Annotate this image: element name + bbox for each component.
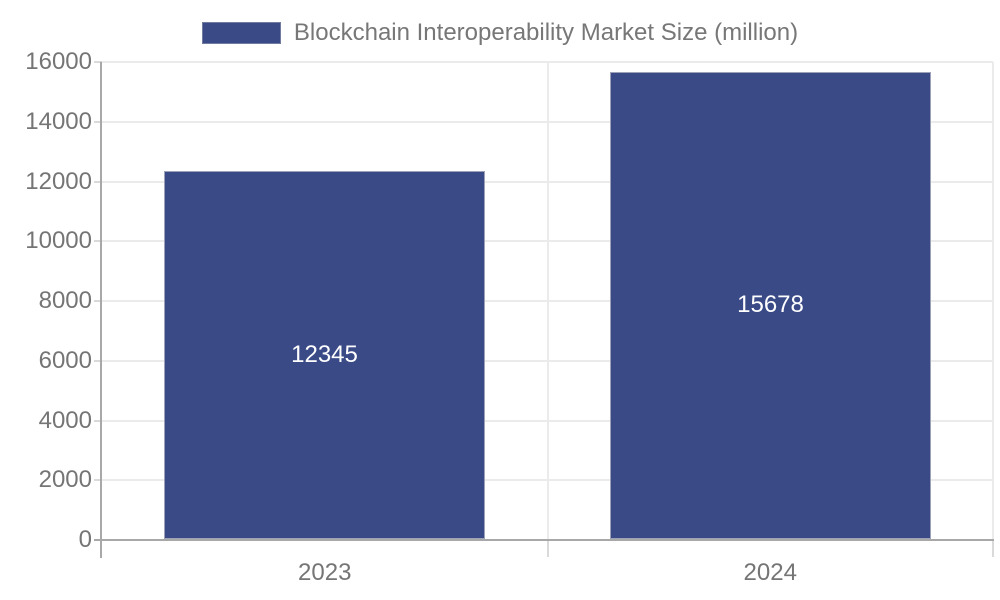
y-tick-label: 4000	[38, 406, 92, 434]
y-tick-mark	[94, 300, 102, 302]
y-tick-label: 16000	[25, 48, 92, 75]
y-tick-label: 12000	[25, 167, 92, 195]
x-tick-mark	[992, 541, 994, 557]
y-tick-mark	[94, 419, 102, 422]
y-tick-mark	[94, 240, 102, 243]
y-axis-line	[100, 62, 102, 558]
bar[interactable]: 12345	[164, 171, 485, 539]
y-tick-mark	[94, 180, 102, 183]
x-axis-line	[94, 539, 994, 541]
y-tick-label: 0	[78, 526, 92, 553]
y-tick-mark	[94, 120, 102, 123]
bar[interactable]: 15678	[610, 71, 931, 539]
y-tick-mark	[94, 359, 102, 362]
gridline-vertical	[992, 62, 994, 540]
x-tick-label: 2023	[298, 559, 352, 586]
y-tick-label: 10000	[25, 227, 92, 255]
legend[interactable]: Blockchain Interoperability Market Size …	[0, 19, 1000, 47]
x-tick-mark	[546, 541, 549, 557]
x-tick-label: 2024	[743, 559, 797, 586]
y-tick-mark	[94, 61, 102, 63]
y-tick-label: 2000	[38, 466, 92, 494]
y-tick-label: 6000	[38, 346, 92, 374]
gridline-vertical	[546, 62, 549, 540]
y-tick-label: 8000	[38, 287, 92, 314]
bar-value-label: 15678	[737, 291, 804, 319]
y-tick-label: 14000	[25, 107, 92, 135]
legend-label: Blockchain Interoperability Market Size …	[293, 19, 799, 46]
bar-value-label: 12345	[291, 341, 358, 369]
y-tick-mark	[94, 479, 102, 482]
legend-swatch	[201, 22, 281, 44]
